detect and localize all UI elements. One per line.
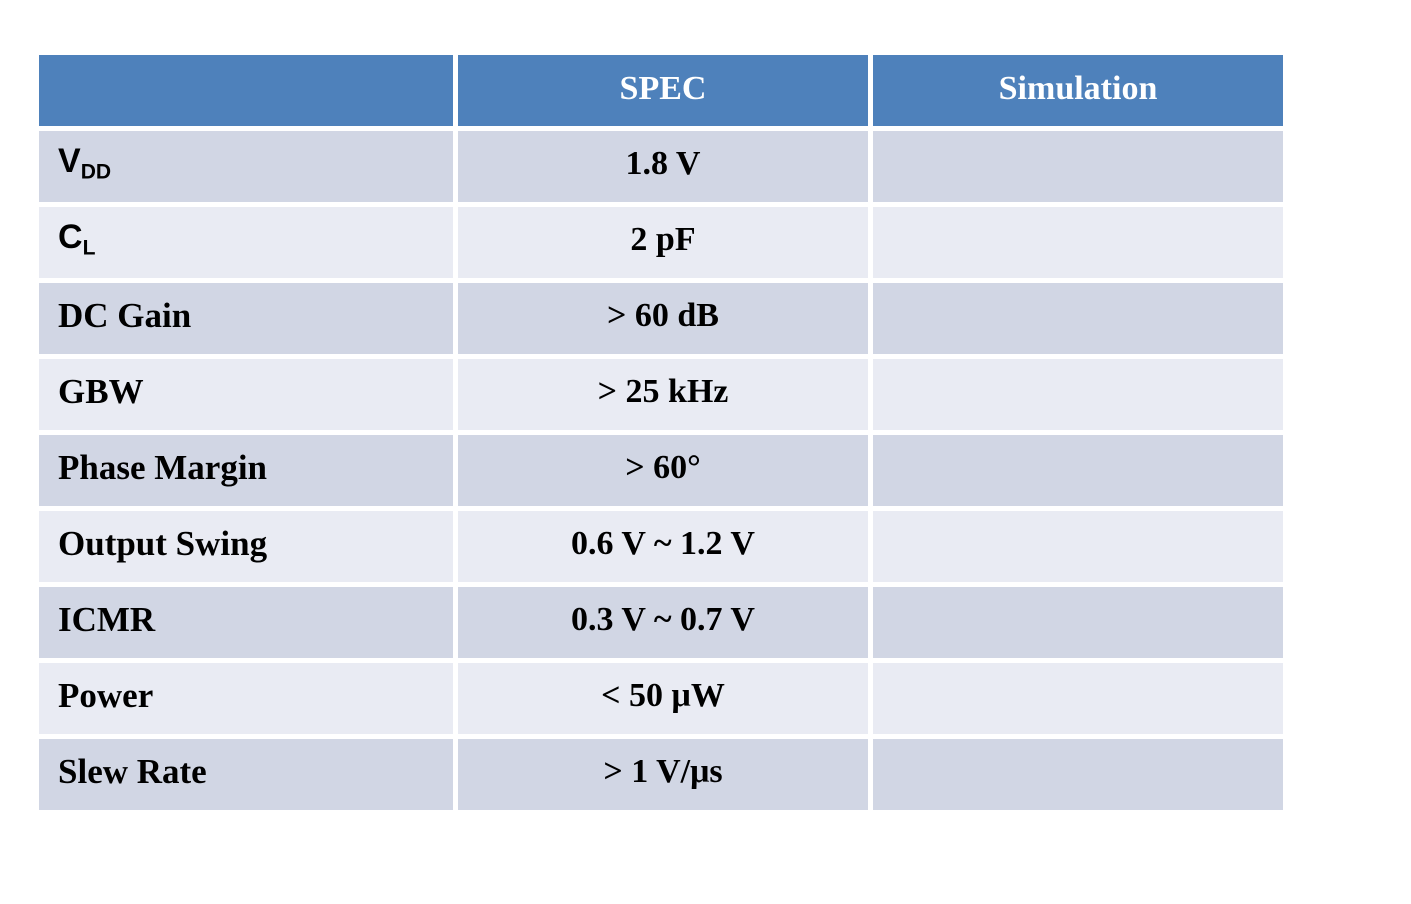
param-label: Slew Rate [58, 751, 207, 791]
table-row-output-swing: Output Swing 0.6 V ~ 1.2 V [39, 511, 1283, 582]
param-cell: Slew Rate [39, 739, 453, 810]
spec-table-header: SPEC Simulation [39, 55, 1283, 126]
table-row-slew-rate: Slew Rate > 1 V/μs [39, 739, 1283, 810]
header-cell-parameter [39, 55, 453, 126]
param-label: Phase Margin [58, 447, 268, 487]
param-label: DC Gain [58, 295, 192, 335]
table-row-phase-margin: Phase Margin > 60° [39, 435, 1283, 506]
header-cell-spec: SPEC [458, 55, 868, 126]
spec-cell: > 1 V/μs [458, 739, 868, 810]
simulation-cell [873, 359, 1283, 430]
simulation-cell [873, 511, 1283, 582]
param-cell: Output Swing [39, 511, 453, 582]
param-label: V [58, 142, 81, 181]
spec-cell: 0.3 V ~ 0.7 V [458, 587, 868, 658]
table-row-dc-gain: DC Gain > 60 dB [39, 283, 1283, 354]
table-row-vdd: VDD 1.8 V [39, 131, 1283, 202]
param-cell: VDD [39, 131, 453, 202]
simulation-cell [873, 207, 1283, 278]
param-subscript: DD [80, 160, 112, 184]
spec-table: SPEC Simulation VDD 1.8 V CL 2 pF DC Gai… [34, 50, 1288, 815]
spec-cell: > 60 dB [458, 283, 868, 354]
simulation-cell [873, 131, 1283, 202]
simulation-cell [873, 435, 1283, 506]
param-label: Output Swing [58, 523, 268, 563]
simulation-cell [873, 663, 1283, 734]
simulation-cell [873, 587, 1283, 658]
param-label: Power [58, 675, 154, 715]
spec-cell: > 60° [458, 435, 868, 506]
param-cell: Phase Margin [39, 435, 453, 506]
param-subscript: L [82, 236, 96, 260]
header-cell-simulation: Simulation [873, 55, 1283, 126]
param-cell: Power [39, 663, 453, 734]
spec-cell: < 50 μW [458, 663, 868, 734]
param-cell: DC Gain [39, 283, 453, 354]
simulation-cell [873, 739, 1283, 810]
param-label: ICMR [58, 599, 156, 639]
simulation-cell [873, 283, 1283, 354]
param-cell: CL [39, 207, 453, 278]
table-row-power: Power < 50 μW [39, 663, 1283, 734]
spec-table-body: VDD 1.8 V CL 2 pF DC Gain > 60 dB GBW > … [39, 131, 1283, 810]
spec-cell: > 25 kHz [458, 359, 868, 430]
param-cell: GBW [39, 359, 453, 430]
spec-cell: 2 pF [458, 207, 868, 278]
param-label: C [58, 218, 83, 257]
spec-cell: 0.6 V ~ 1.2 V [458, 511, 868, 582]
spec-cell: 1.8 V [458, 131, 868, 202]
param-cell: ICMR [39, 587, 453, 658]
table-row-icmr: ICMR 0.3 V ~ 0.7 V [39, 587, 1283, 658]
table-row-gbw: GBW > 25 kHz [39, 359, 1283, 430]
param-label: GBW [58, 371, 144, 411]
header-row: SPEC Simulation [39, 55, 1283, 126]
table-row-cl: CL 2 pF [39, 207, 1283, 278]
